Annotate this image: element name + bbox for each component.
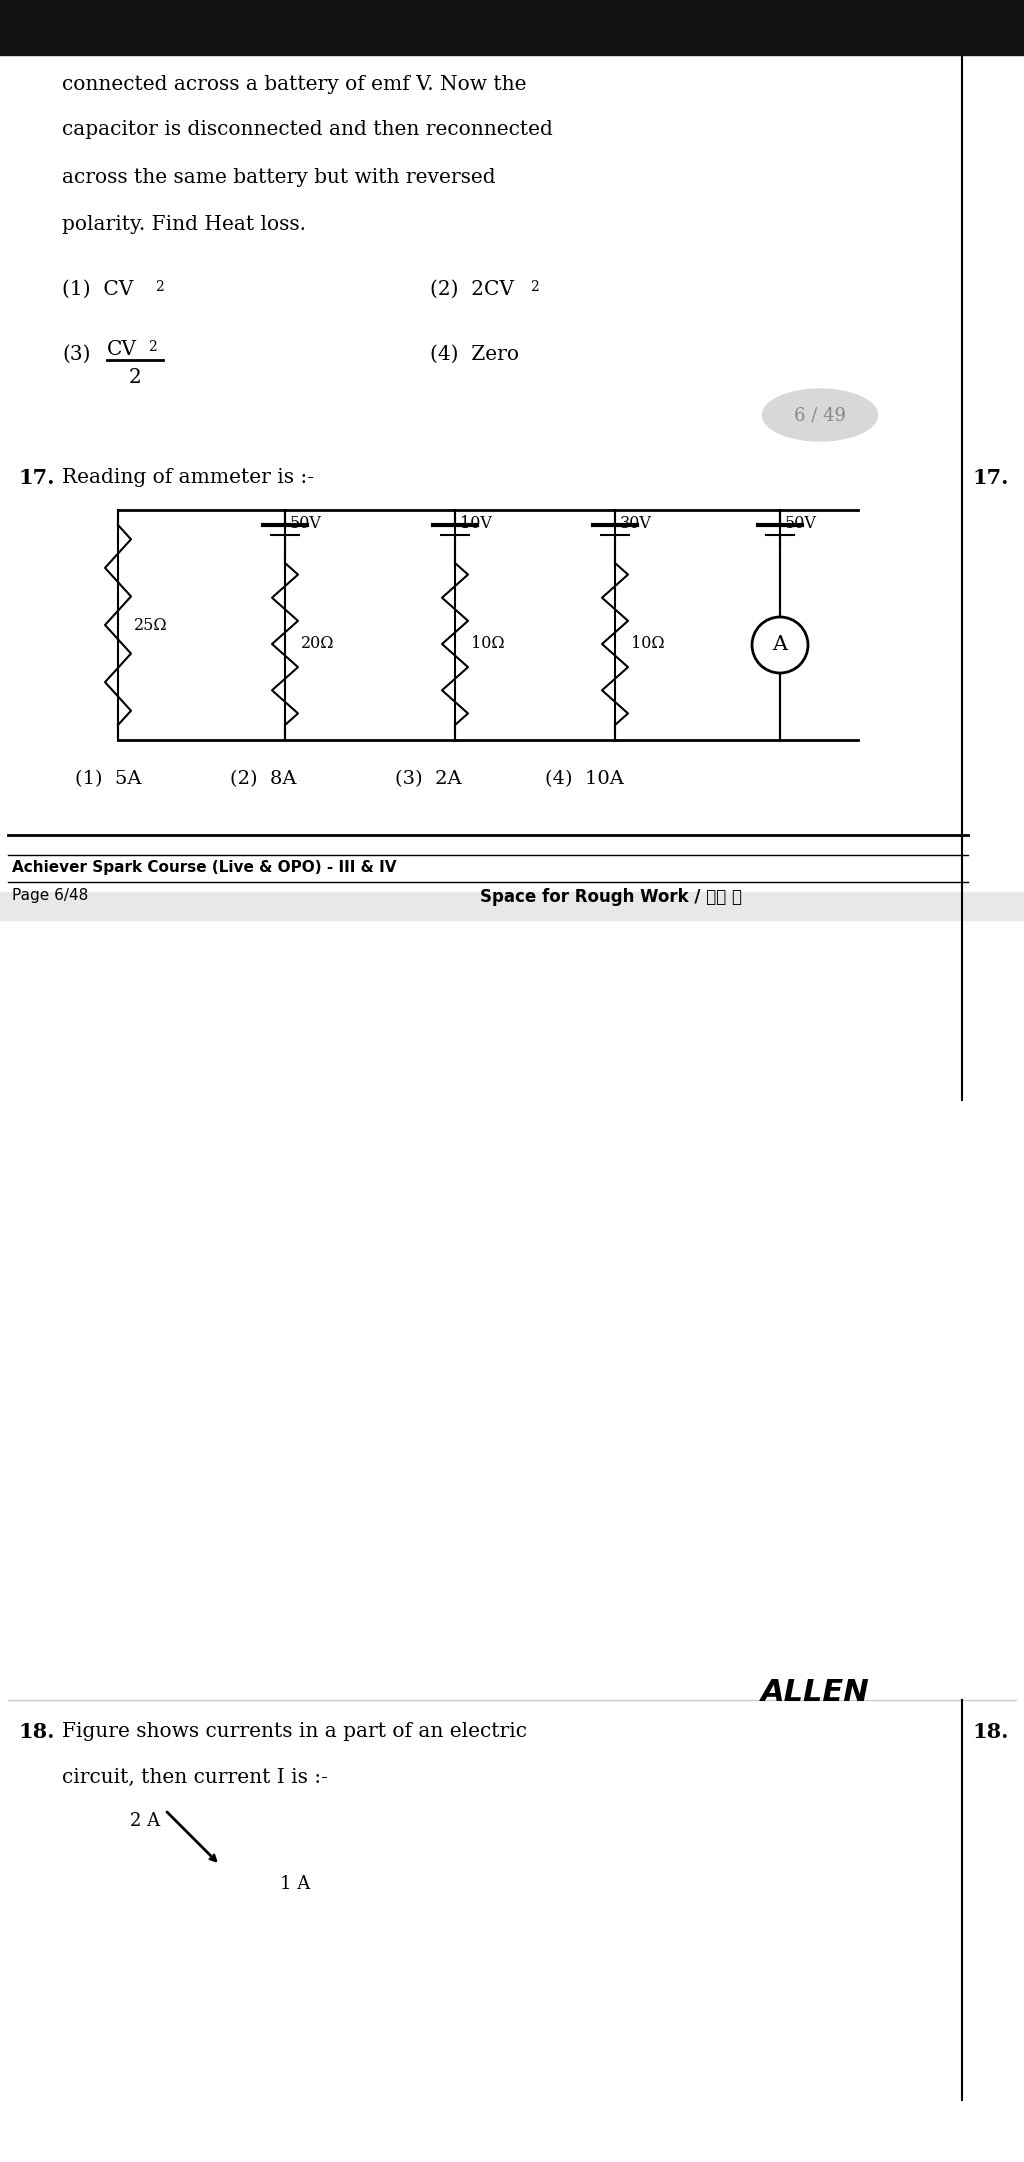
- Text: 18.: 18.: [972, 1721, 1009, 1743]
- Text: (3): (3): [62, 346, 90, 363]
- Text: CV: CV: [106, 339, 137, 359]
- Text: Page 6/48: Page 6/48: [12, 889, 88, 904]
- Text: ALLEN: ALLEN: [761, 1678, 870, 1708]
- Text: 6 / 49: 6 / 49: [794, 406, 846, 424]
- Text: 25Ω: 25Ω: [134, 616, 168, 633]
- Text: (1)  5A: (1) 5A: [75, 770, 141, 787]
- Text: 2: 2: [530, 281, 539, 294]
- Text: 20Ω: 20Ω: [301, 636, 335, 653]
- Text: 50V: 50V: [785, 515, 817, 532]
- Text: (2)  8A: (2) 8A: [230, 770, 297, 787]
- Text: 2 A: 2 A: [130, 1812, 160, 1829]
- Text: (4)  Zero: (4) Zero: [430, 346, 519, 363]
- Text: (1)  CV: (1) CV: [62, 281, 133, 298]
- Text: 10V: 10V: [460, 515, 492, 532]
- Text: 30V: 30V: [620, 515, 652, 532]
- Text: Achiever Spark Course (Live & OPO) - III & IV: Achiever Spark Course (Live & OPO) - III…: [12, 860, 396, 876]
- Text: 17.: 17.: [18, 467, 54, 489]
- Circle shape: [752, 616, 808, 672]
- Text: (4)  10A: (4) 10A: [545, 770, 624, 787]
- Text: 2: 2: [129, 368, 141, 387]
- Text: capacitor is disconnected and then reconnected: capacitor is disconnected and then recon…: [62, 121, 553, 138]
- Text: 1 A: 1 A: [280, 1874, 310, 1894]
- Bar: [0, 893, 1024, 921]
- Text: 17.: 17.: [972, 467, 1009, 489]
- Text: polarity. Find Heat loss.: polarity. Find Heat loss.: [62, 214, 306, 233]
- Text: (2)  2CV: (2) 2CV: [430, 281, 514, 298]
- Text: 50V: 50V: [290, 515, 322, 532]
- Text: 10Ω: 10Ω: [631, 636, 665, 653]
- Text: A: A: [772, 636, 787, 655]
- Text: circuit, then current I is :-: circuit, then current I is :-: [62, 1769, 328, 1788]
- Text: Reading of ammeter is :-: Reading of ammeter is :-: [62, 467, 314, 486]
- Bar: [0, 0, 1024, 54]
- Text: 2: 2: [148, 339, 157, 355]
- Text: 10Ω: 10Ω: [471, 636, 505, 653]
- Text: across the same battery but with reversed: across the same battery but with reverse…: [62, 169, 496, 186]
- Text: Figure shows currents in a part of an electric: Figure shows currents in a part of an el…: [62, 1721, 527, 1740]
- Text: 2: 2: [155, 281, 164, 294]
- Text: (3)  2A: (3) 2A: [395, 770, 462, 787]
- Text: Space for Rough Work / रफ क: Space for Rough Work / रफ क: [480, 889, 742, 906]
- Text: 18.: 18.: [18, 1721, 54, 1743]
- Text: connected across a battery of emf V. Now the: connected across a battery of emf V. Now…: [62, 76, 526, 93]
- Ellipse shape: [763, 389, 878, 441]
